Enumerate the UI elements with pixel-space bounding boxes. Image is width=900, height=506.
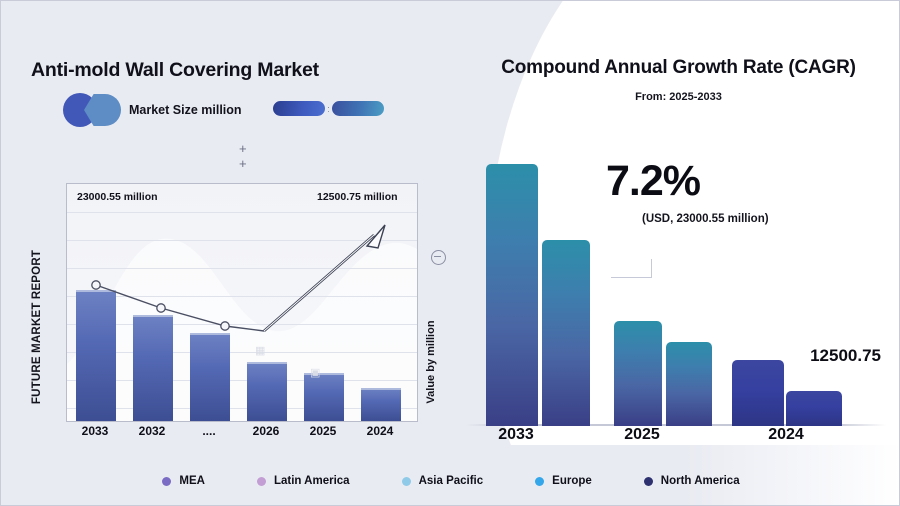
gridline (67, 408, 417, 409)
x-label-5: 2024 (366, 424, 394, 438)
bottom-gradient-band (1, 445, 899, 505)
x-axis-labels: 2033 2032 .... 2026 2025 2024 (66, 424, 416, 444)
bracket-decoration (611, 259, 652, 278)
x-label-2: .... (202, 424, 216, 438)
bar-value-label: 12500.75 (810, 346, 881, 365)
y-axis-label-right: Value by million (425, 320, 437, 404)
plus-icon: + (239, 156, 247, 171)
gridline (67, 296, 417, 297)
right-panel: Compound Annual Growth Rate (CAGR) From:… (456, 1, 899, 505)
plus-marks-decoration: + + (239, 141, 247, 171)
gridline (67, 212, 417, 213)
legend-label: MEA (179, 475, 205, 487)
bar-2032[interactable] (133, 315, 173, 421)
gridline (67, 352, 417, 353)
bar-2026[interactable] (247, 362, 287, 421)
x-label-3: 2026 (252, 424, 280, 438)
cagr-usd-note: (USD, 23000.55 million) (642, 213, 769, 225)
bar-series (67, 184, 417, 421)
rbar-2033-secondary[interactable] (542, 240, 590, 426)
watermark-icon: ▣ (310, 367, 321, 379)
legend-dot-icon (162, 476, 172, 486)
rbar-2025-secondary[interactable] (666, 342, 712, 426)
legend-label: Latin America (273, 475, 350, 487)
x-label-0: 2033 (81, 424, 109, 438)
legend-dot-icon (643, 476, 653, 486)
x-label-4: 2025 (309, 424, 337, 438)
gridline (67, 240, 417, 241)
legend-dot-icon (401, 476, 411, 486)
cagr-x-axis-labels: 2033 2025 2024 (456, 426, 899, 450)
rbar-2025-primary[interactable] (614, 321, 662, 426)
trend-line-overlay (91, 224, 386, 332)
cagr-bar-chart: 12500.75 (456, 141, 899, 426)
rbar-2033-primary[interactable] (486, 164, 538, 426)
rx-label-1: 2025 (624, 426, 660, 443)
x-label-1: 2032 (138, 424, 166, 438)
pill-swatch-primary (273, 101, 325, 116)
plus-icon: + (239, 141, 247, 156)
legend-item-mea[interactable]: MEA (162, 475, 205, 487)
region-legend: MEA Latin America Asia Pacific Europe No… (1, 475, 899, 487)
market-size-legend: Market Size million (63, 93, 242, 127)
value-label-start: 23000.55 million (77, 191, 158, 203)
pill-legend-group: : (273, 101, 384, 116)
gridline (67, 268, 417, 269)
cagr-value: 7.2% (606, 157, 701, 205)
market-size-label: Market Size million (129, 103, 242, 117)
gridline (67, 380, 417, 381)
value-label-end: 12500.75 million (317, 191, 398, 203)
legend-dot-icon (535, 476, 545, 486)
circle-hexagon-icon (63, 93, 121, 127)
legend-item-north-america[interactable]: North America (643, 475, 740, 487)
legend-item-asia-pacific[interactable]: Asia Pacific (401, 475, 484, 487)
circle-minus-icon (431, 250, 446, 265)
rbar-2024-primary[interactable] (732, 360, 784, 426)
legend-item-latin-america[interactable]: Latin America (256, 475, 350, 487)
y-axis-label-left: FUTURE MARKET REPORT (31, 249, 43, 405)
legend-label: Europe (552, 475, 592, 487)
bar-dots[interactable] (190, 333, 230, 421)
legend-label: Asia Pacific (418, 475, 484, 487)
page-title: Anti-mold Wall Covering Market (31, 59, 319, 81)
rx-label-2: 2024 (768, 426, 804, 443)
rx-label-0: 2033 (498, 426, 534, 443)
rbar-2024-secondary[interactable] (786, 391, 842, 426)
legend-dot-icon (256, 476, 266, 486)
bar-2024[interactable] (361, 388, 401, 421)
bar-2025[interactable] (304, 373, 344, 421)
pill-separator-icon: : (327, 103, 330, 114)
pill-swatch-secondary (332, 101, 384, 116)
bar-2033[interactable] (76, 290, 116, 421)
legend-label: North America (660, 475, 740, 487)
gridline (67, 324, 417, 325)
cagr-subtitle: From: 2025-2033 (635, 91, 722, 103)
left-panel: Anti-mold Wall Covering Market Market Si… (1, 1, 461, 505)
left-bar-chart-plot: ▦ ▣ (66, 183, 418, 422)
cagr-title: Compound Annual Growth Rate (CAGR) (501, 57, 856, 78)
legend-item-europe[interactable]: Europe (535, 475, 592, 487)
watermark-icon: ▦ (255, 345, 266, 357)
